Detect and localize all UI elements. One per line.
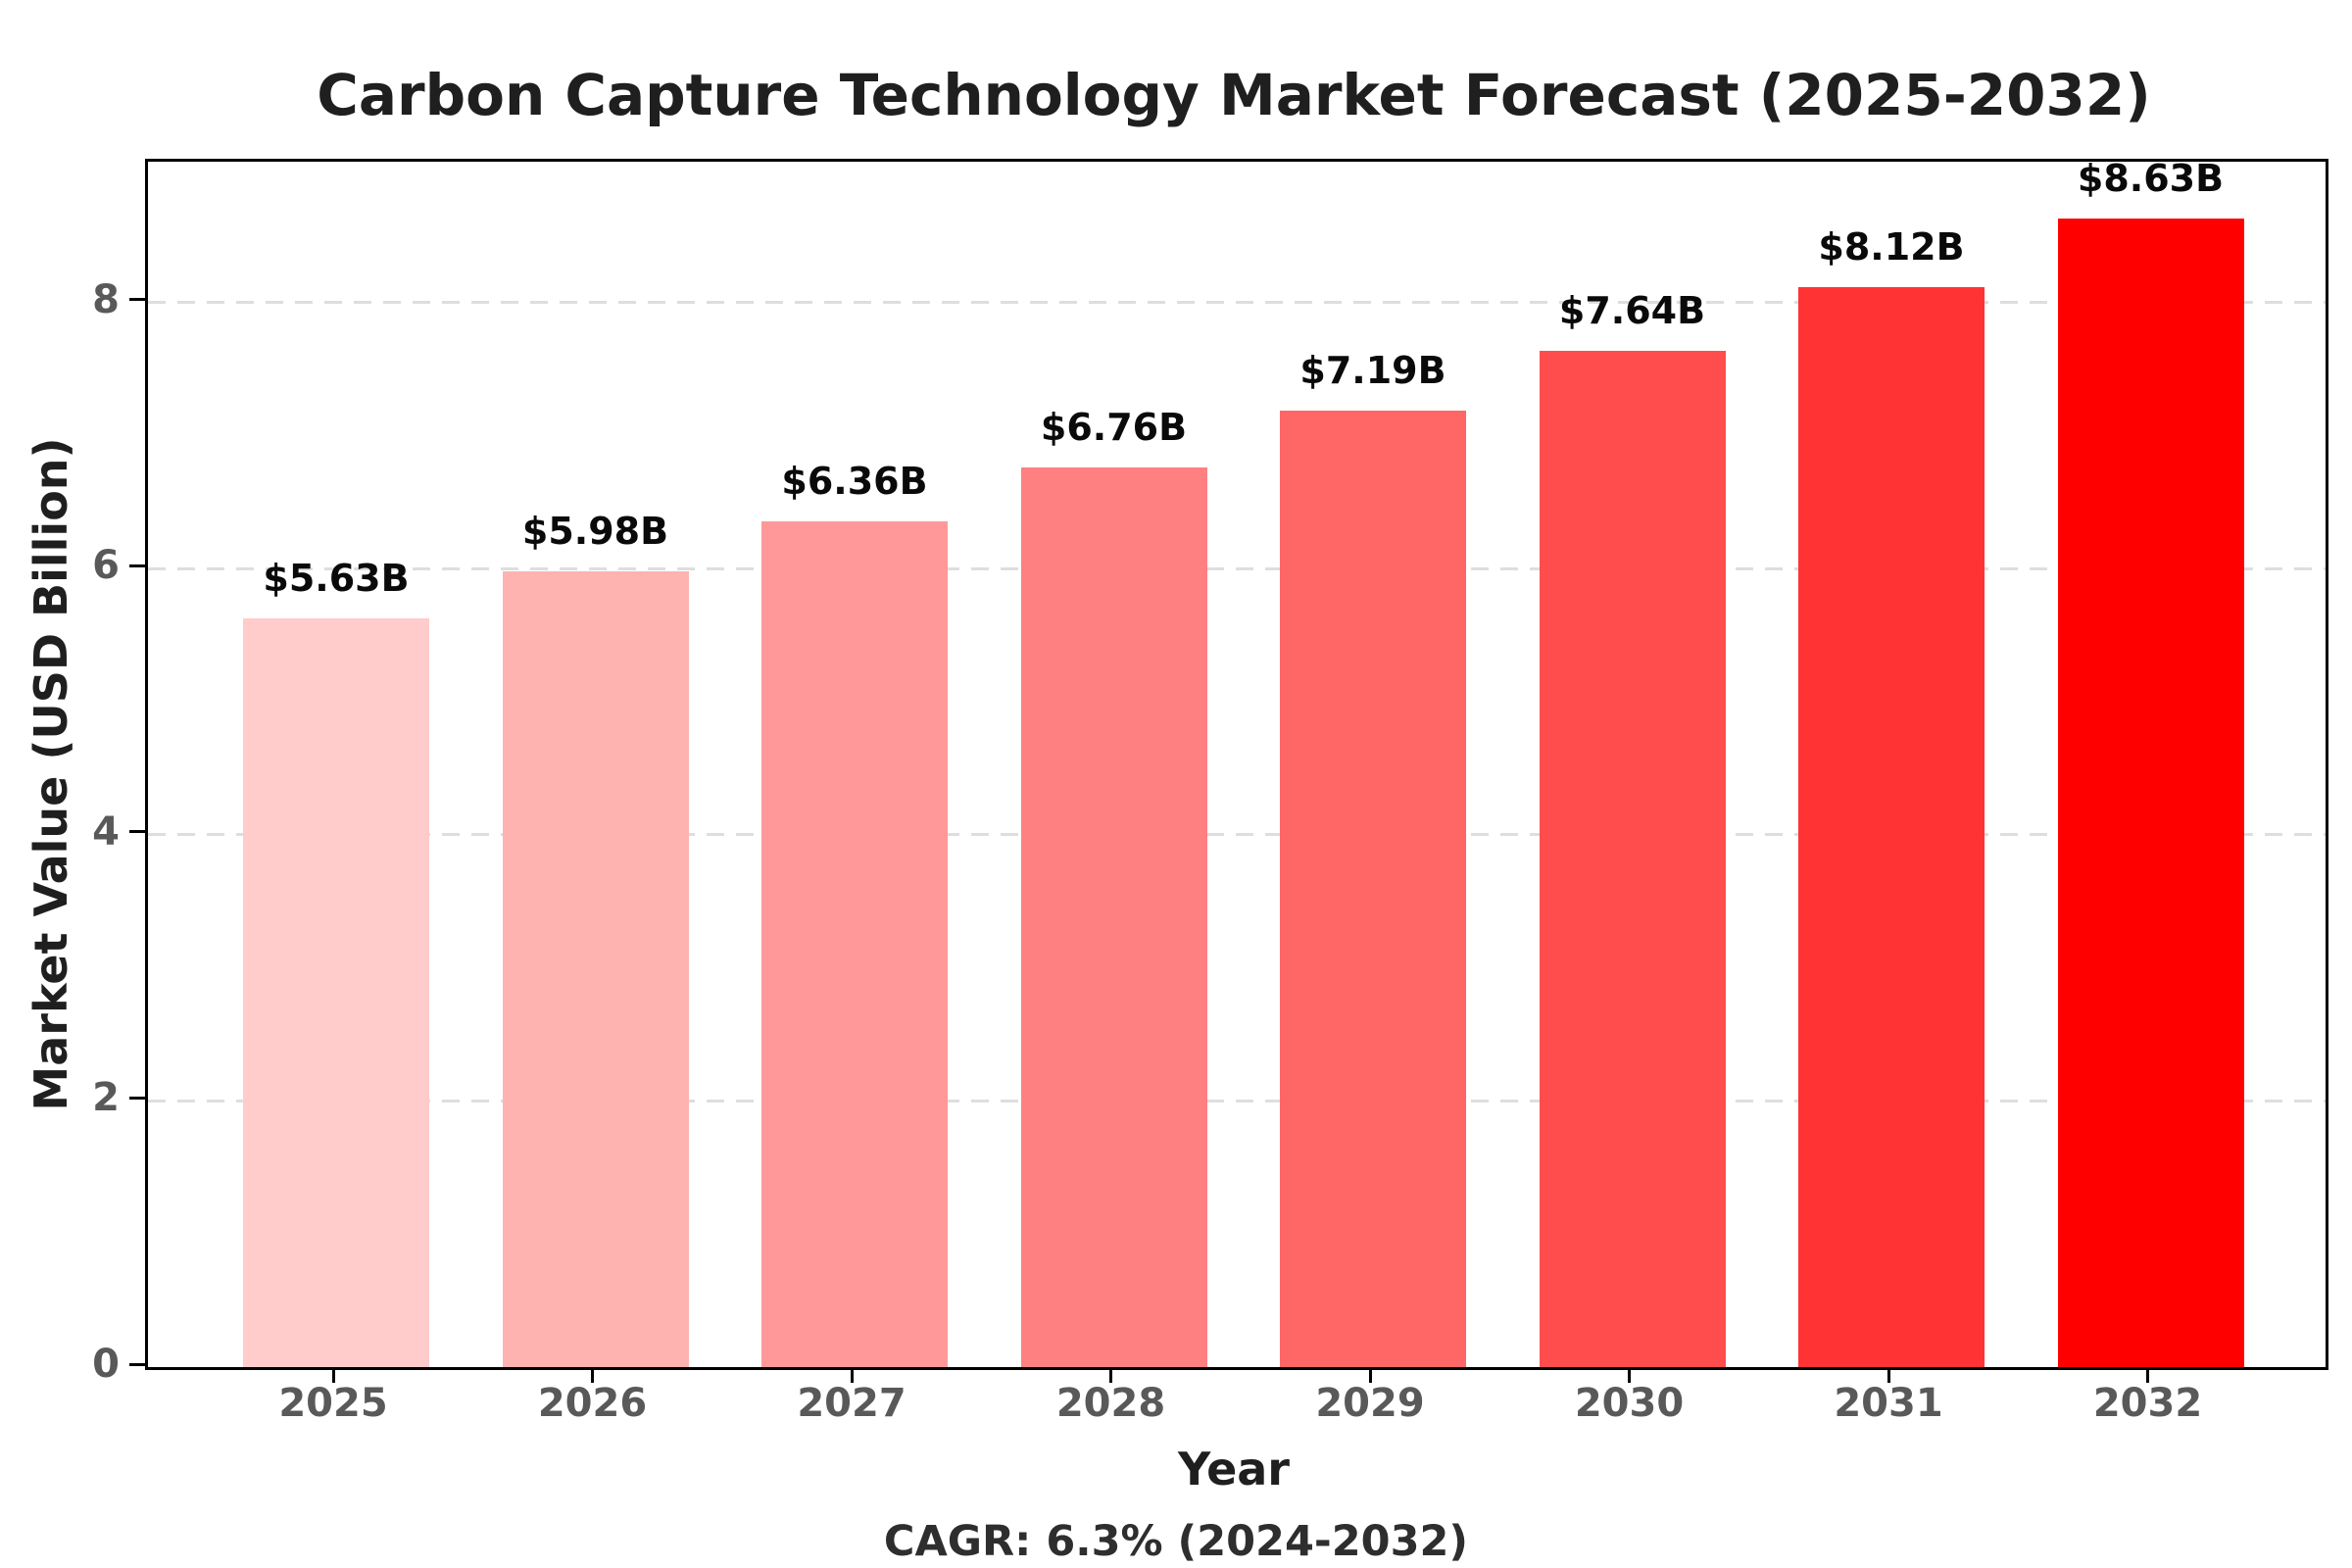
x-tick-label-2027: 2027 [797,1381,906,1426]
x-tick-mark-2032 [2146,1367,2149,1383]
x-tick-label-2031: 2031 [1834,1381,1943,1426]
cagr-annotation: CAGR: 6.3% (2024-2032) [883,1517,1469,1566]
bar-value-label-2028: $6.76B [1040,406,1188,450]
y-tick-label-6: 6 [92,543,120,589]
bar-2030 [1539,350,1726,1367]
x-tick-label-2028: 2028 [1055,1381,1166,1426]
bar-2025 [243,617,429,1367]
gridline-y-2 [148,1099,2326,1102]
bar-2029 [1280,410,1466,1367]
bar-value-label-2030: $7.64B [1558,288,1706,332]
bar-value-label-2032: $8.63B [2077,157,2225,201]
gridline-y-8 [148,301,2326,305]
x-tick-mark-2025 [331,1367,335,1383]
x-tick-label-2030: 2030 [1574,1381,1685,1426]
x-tick-mark-2031 [1886,1367,1890,1383]
chart-title: Carbon Capture Technology Market Forecas… [317,62,2151,128]
x-tick-label-2026: 2026 [537,1381,648,1426]
x-tick-mark-2030 [1628,1367,1631,1383]
x-tick-mark-2027 [850,1367,854,1383]
bar-value-label-2027: $6.36B [781,459,928,503]
bar-value-label-2029: $7.19B [1299,348,1446,392]
y-tick-label-0: 0 [92,1342,120,1387]
y-tick-label-2: 2 [92,1075,120,1121]
y-tick-mark-4 [129,830,145,834]
gridline-y-4 [148,833,2326,837]
bar-value-label-2025: $5.63B [263,556,410,600]
bar-2027 [761,520,948,1367]
x-tick-label-2025: 2025 [278,1381,388,1426]
bar-2026 [502,571,689,1367]
plot-area: $5.63B $5.98B $6.36B $6.76B $7.19B $7.64B $8.1… [145,159,2328,1370]
bar-value-label-2026: $5.98B [521,510,669,554]
y-tick-mark-0 [129,1362,145,1366]
x-tick-mark-2026 [591,1367,594,1383]
x-axis-label: Year [1177,1443,1290,1495]
x-tick-mark-2028 [1109,1367,1112,1383]
bar-2031 [1798,286,1984,1367]
y-tick-mark-8 [129,298,145,302]
y-tick-label-4: 4 [92,808,120,855]
y-tick-mark-6 [129,564,145,567]
bar-2032 [2057,219,2244,1367]
bar-2028 [1020,467,1207,1367]
x-tick-label-2029: 2029 [1315,1381,1425,1426]
y-tick-mark-2 [129,1096,145,1100]
gridline-y-6 [148,566,2326,570]
x-tick-label-2032: 2032 [2092,1381,2203,1426]
y-tick-label-8: 8 [92,276,120,322]
y-axis-label: Market Value (USD Billion) [24,437,77,1111]
x-tick-mark-2029 [1368,1367,1372,1383]
bar-value-label-2031: $8.12B [1818,224,1965,269]
